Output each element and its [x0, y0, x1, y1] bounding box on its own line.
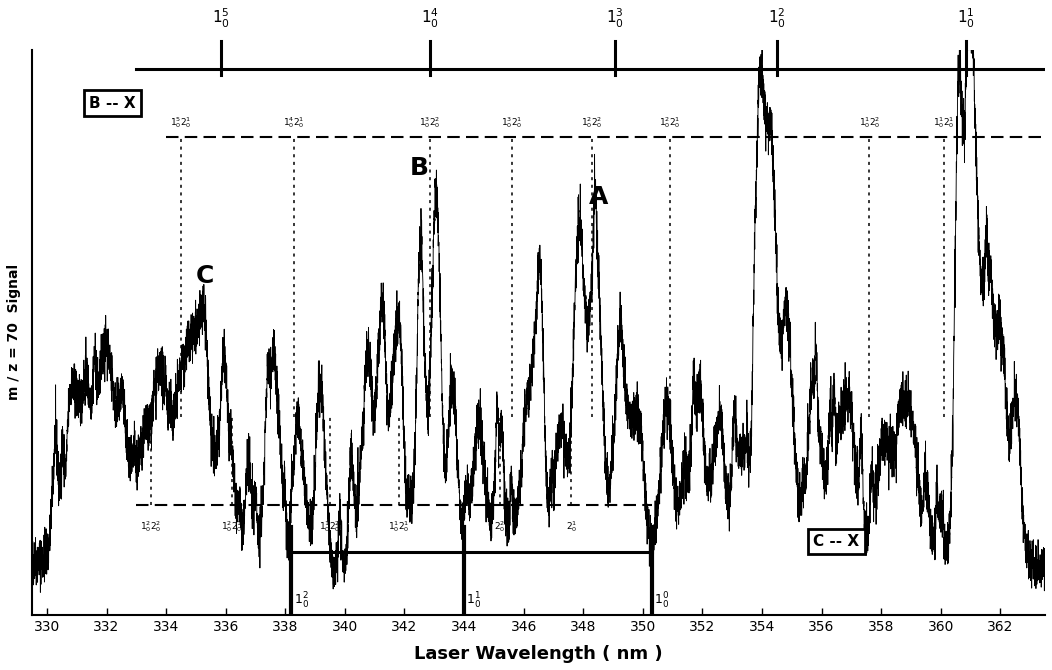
Y-axis label: m / z = 70  Signal: m / z = 70 Signal: [7, 264, 21, 401]
Text: $1_0^{1}$: $1_0^{1}$: [957, 7, 975, 30]
Text: $2_0^2$: $2_0^2$: [494, 519, 506, 534]
Text: $2_0^1$: $2_0^1$: [566, 519, 578, 534]
Text: $1_0^{5}$: $1_0^{5}$: [213, 7, 230, 30]
Text: $1_0^2 2_0^2$: $1_0^2 2_0^2$: [141, 519, 162, 534]
Text: A: A: [588, 185, 608, 208]
Text: C -- X: C -- X: [813, 534, 859, 549]
Text: $1_0^1 2_0^1$: $1_0^1 2_0^1$: [933, 115, 954, 131]
Text: $1_0^{1}$: $1_0^{1}$: [466, 590, 482, 610]
Text: $1_0^{0}$: $1_0^{0}$: [654, 590, 669, 610]
Text: $1_0^2 2_0^1$: $1_0^2 2_0^1$: [221, 519, 242, 534]
Text: B: B: [410, 156, 429, 180]
Text: $1_0^{2}$: $1_0^{2}$: [768, 7, 786, 30]
Text: B -- X: B -- X: [89, 96, 136, 111]
Text: $1_0^3 2_0^2$: $1_0^3 2_0^2$: [419, 115, 441, 131]
Text: $1_0^1 2_0^2$: $1_0^1 2_0^2$: [858, 115, 881, 131]
Text: $1_0^3 2_0^1$: $1_0^3 2_0^1$: [501, 115, 523, 131]
Text: $1_0^{3}$: $1_0^{3}$: [606, 7, 624, 30]
Text: $1_0^1 2_0^1$: $1_0^1 2_0^1$: [388, 519, 409, 534]
Text: $1_0^4 2_0^1$: $1_0^4 2_0^1$: [283, 115, 305, 131]
Text: $1_0^{2}$: $1_0^{2}$: [294, 590, 308, 610]
Text: $1_0^{4}$: $1_0^{4}$: [421, 7, 439, 30]
Text: $1_0^1 2_0^2$: $1_0^1 2_0^2$: [319, 519, 341, 534]
Text: $1_0^5 2_0^1$: $1_0^5 2_0^1$: [170, 115, 191, 131]
X-axis label: Laser Wavelength ( nm ): Laser Wavelength ( nm ): [414, 645, 663, 663]
Text: C: C: [196, 264, 214, 288]
Text: $1_0^2 2_0^1$: $1_0^2 2_0^1$: [659, 115, 681, 131]
Text: $1_0^2 2_0^2$: $1_0^2 2_0^2$: [582, 115, 603, 131]
